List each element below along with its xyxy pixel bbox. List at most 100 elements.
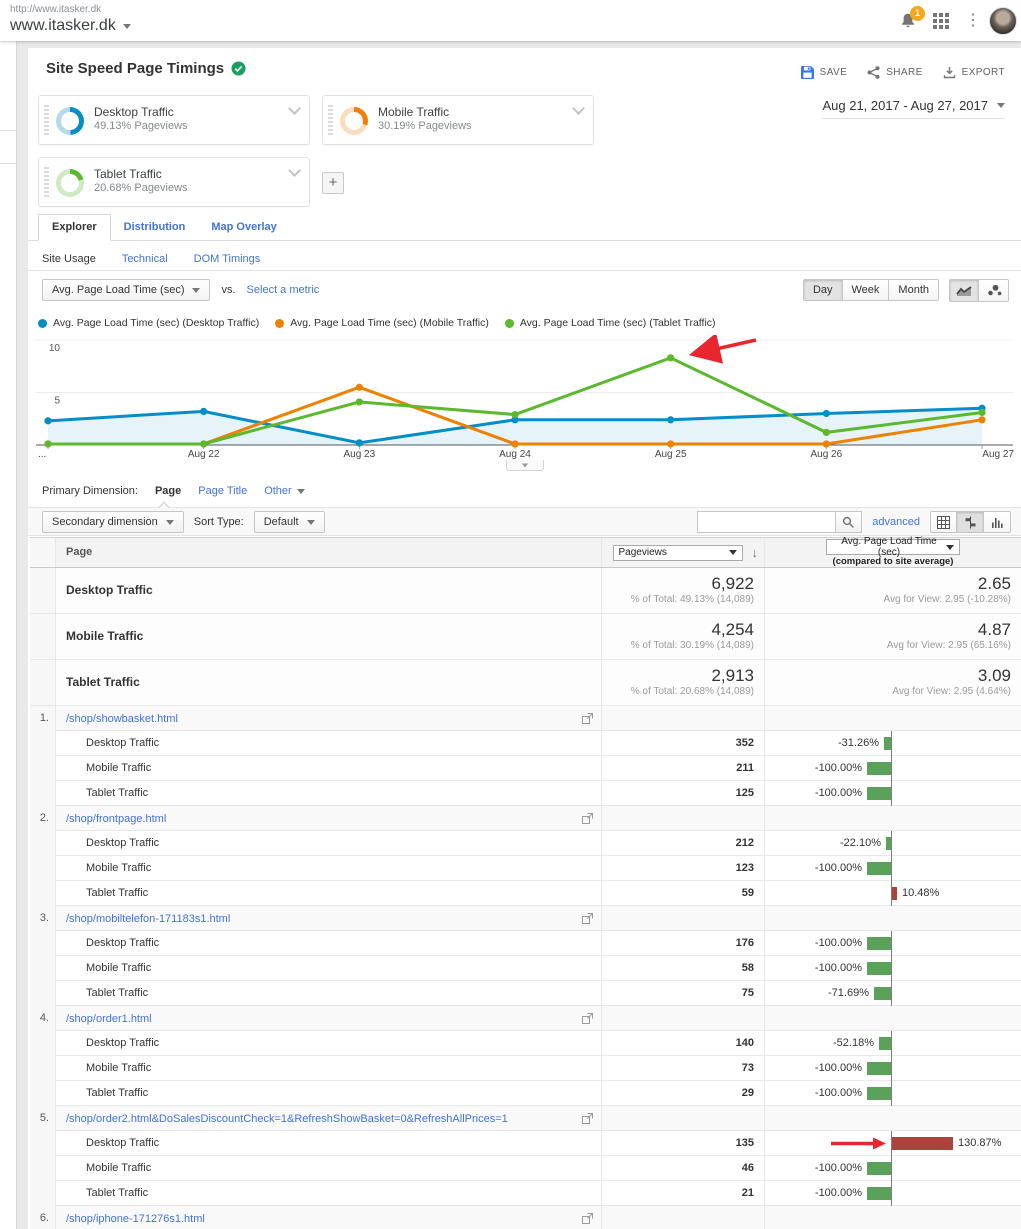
date-range-text: Aug 21, 2017 - Aug 27, 2017 [822, 98, 988, 113]
page-link[interactable]: /shop/iphone-171276s1.html [66, 1212, 205, 1225]
sort-descending-icon[interactable]: ↓ [751, 545, 759, 560]
sort-type-value: Default [263, 516, 299, 528]
chart-collapse-handle[interactable] [506, 460, 544, 471]
account-selector[interactable]: www.itasker.dk [10, 17, 131, 35]
chevron-down-icon[interactable] [288, 164, 301, 177]
search-input[interactable] [697, 511, 836, 533]
more-menu-icon[interactable]: ⋮ [965, 11, 981, 29]
chevron-down-icon[interactable] [288, 102, 301, 115]
search-button[interactable] [835, 511, 863, 533]
legend-item[interactable]: Avg. Page Load Time (sec) (Mobile Traffi… [275, 317, 489, 329]
metric-comparison-cell: -100.00% [765, 956, 1021, 981]
vs-label: vs. [221, 284, 236, 296]
tab-map-overlay[interactable]: Map Overlay [211, 221, 277, 233]
metric-cell [765, 1106, 1021, 1131]
chart-canvas[interactable]: 10 5... Aug 22 Aug 23 Aug 24 Aug 25 Aug 26 Aug … [28, 332, 1021, 461]
change-percentage: -52.18% [833, 1037, 874, 1049]
page-link[interactable]: /shop/frontpage.html [66, 812, 167, 825]
page-link[interactable]: /shop/showbasket.html [66, 712, 178, 725]
drag-handle-icon[interactable] [328, 105, 333, 135]
motion-chart-view-button[interactable] [979, 279, 1009, 302]
legend-item[interactable]: Avg. Page Load Time (sec) (Tablet Traffi… [504, 317, 716, 329]
summary-segment-label: Desktop Traffic [56, 568, 602, 613]
date-range-selector[interactable]: Aug 21, 2017 - Aug 27, 2017 [822, 98, 1005, 119]
segment-card-desktop[interactable]: Desktop Traffic 49.13% Pageviews [38, 95, 310, 145]
property-url: http://www.itasker.dk [10, 4, 102, 15]
open-in-new-icon[interactable] [582, 913, 593, 924]
open-in-new-icon[interactable] [582, 1213, 593, 1224]
page-link[interactable]: /shop/order2.html&DoSalesDiscountCheck=1… [66, 1112, 508, 1125]
tab-distribution[interactable]: Distribution [123, 221, 186, 233]
pivot-view-button[interactable] [984, 511, 1011, 533]
pageviews-column-selector[interactable]: Pageviews [612, 544, 743, 561]
secondary-dimension-dropdown[interactable]: Secondary dimension [42, 511, 184, 533]
notifications-button[interactable]: 1 [899, 5, 925, 30]
subtab-dom-timings[interactable]: DOM Timings [193, 253, 261, 265]
bar-axis [891, 781, 892, 806]
granularity-week-button[interactable]: Week [842, 279, 890, 301]
drag-handle-icon[interactable] [44, 105, 49, 135]
open-in-new-icon[interactable] [582, 1013, 593, 1024]
row-number-cell [30, 1131, 56, 1156]
change-bar [867, 937, 891, 950]
add-segment-button[interactable]: + [322, 172, 344, 194]
select-metric-link[interactable]: Select a metric [246, 284, 320, 296]
granularity-day-button[interactable]: Day [802, 279, 843, 301]
metric-cell [765, 1006, 1021, 1031]
row-number-cell [30, 756, 56, 781]
share-button[interactable]: SHARE [867, 66, 922, 79]
open-in-new-icon[interactable] [582, 813, 593, 824]
chevron-down-icon[interactable] [572, 102, 585, 115]
bar-axis [891, 1156, 892, 1181]
row-number-cell: 4. [30, 1006, 56, 1031]
collapsed-sidebar[interactable] [0, 41, 17, 1229]
advanced-search-link[interactable]: advanced [872, 516, 920, 528]
table-toolbar: Secondary dimension Sort Type: Default a… [28, 507, 1021, 536]
page-link[interactable]: /shop/order1.html [66, 1012, 152, 1025]
line-chart-view-button[interactable] [949, 279, 979, 302]
timeseries-chart[interactable]: 10 5... Aug 22 Aug 23 Aug 24 Aug 25 Aug 26 Aug … [28, 332, 1021, 485]
column-header-page[interactable]: Page [56, 538, 602, 567]
tab-explorer[interactable]: Explorer [38, 214, 111, 241]
save-button[interactable]: SAVE [800, 66, 848, 79]
row-number-cell [30, 831, 56, 856]
avatar[interactable] [989, 6, 1017, 35]
open-in-new-icon[interactable] [582, 713, 593, 724]
app-header: http://www.itasker.dk www.itasker.dk 1 ⋮ [0, 0, 1021, 41]
dimension-page-title[interactable]: Page Title [198, 485, 248, 497]
drag-handle-icon[interactable] [44, 167, 49, 197]
row-number-cell [30, 1156, 56, 1181]
comparison-view-button[interactable] [957, 511, 984, 533]
bar-axis [891, 881, 892, 906]
segment-card-mobile[interactable]: Mobile Traffic 30.19% Pageviews [322, 95, 594, 145]
metric-comparison-cell: -52.18% [765, 1031, 1021, 1056]
subtab-site-usage[interactable]: Site Usage [42, 253, 96, 265]
metric-total-sub: Avg for View: 2.95 (65.16%) [886, 640, 1011, 651]
row-number-cell [30, 614, 56, 659]
line-chart-icon [956, 285, 972, 296]
svg-text:Aug 23: Aug 23 [343, 449, 375, 460]
change-bar [892, 887, 897, 900]
page-group-header-row: 6. /shop/iphone-171276s1.html [30, 1206, 1021, 1229]
red-arrow-annotation [688, 332, 757, 364]
row-number-cell [30, 1181, 56, 1206]
dimension-page[interactable]: Page [154, 485, 182, 497]
metric-comparison-cell: -71.69% [765, 981, 1021, 1006]
dimension-other[interactable]: Other [264, 485, 305, 497]
sort-type-dropdown[interactable]: Default [253, 511, 325, 533]
metric-dropdown[interactable]: Avg. Page Load Time (sec) [42, 279, 211, 301]
metric-column-selector[interactable]: Avg. Page Load Time (sec) [826, 536, 960, 558]
segment-card-tablet[interactable]: Tablet Traffic 20.68% Pageviews [38, 157, 310, 207]
row-number-cell [30, 781, 56, 806]
subtab-technical[interactable]: Technical [121, 253, 168, 265]
segment-label: Mobile Traffic [56, 756, 602, 781]
open-in-new-icon[interactable] [582, 1113, 593, 1124]
account-name: www.itasker.dk [10, 17, 116, 34]
legend-item[interactable]: Avg. Page Load Time (sec) (Desktop Traff… [38, 317, 259, 329]
page-link[interactable]: /shop/mobiltelefon-171183s1.html [66, 912, 231, 925]
export-icon [943, 67, 955, 79]
apps-grid-icon[interactable] [933, 12, 949, 29]
data-table-view-button[interactable] [930, 511, 957, 533]
export-button[interactable]: EXPORT [943, 66, 1005, 79]
granularity-month-button[interactable]: Month [889, 279, 939, 301]
